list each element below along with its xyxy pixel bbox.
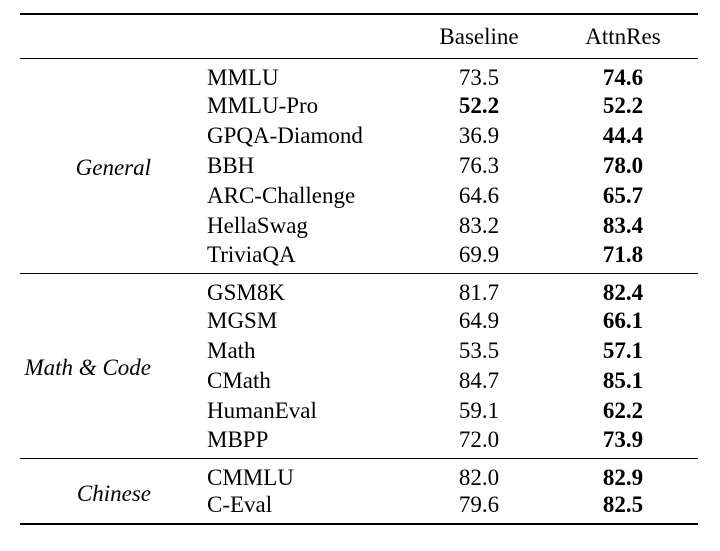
table-row: Math & Code GSM8K 81.7 82.4 (20, 273, 698, 381)
benchmark-name: ARC-Challenge (207, 183, 356, 209)
table-section-math-code: Math & Code GSM8K 81.7 82.4 MGSM 64.9 66.1 Math… (20, 273, 698, 458)
table-row: CMath 84.7 85.1 (20, 366, 698, 396)
benchmark-name: C-Eval (207, 492, 273, 518)
baseline-value: 83.2 (458, 213, 500, 239)
header-spacer-category (20, 14, 151, 58)
benchmark-name: GSM8K (207, 279, 285, 305)
attnres-value: 74.6 (602, 64, 644, 90)
table-row: ARC-Challenge 64.6 65.7 (20, 181, 698, 211)
benchmark-name: MGSM (207, 308, 278, 334)
table-row: MBPP 72.0 73.9 (20, 426, 698, 458)
attnres-value: 57.1 (602, 338, 644, 364)
table-section-general: General MMLU 73.5 74.6 MMLU-Pro 52.2 52.2 GPQA-… (20, 58, 698, 273)
baseline-value: 81.7 (458, 279, 500, 305)
baseline-value: 52.2 (458, 93, 500, 119)
attnres-value: 52.2 (602, 93, 644, 119)
baseline-value: 36.9 (458, 123, 500, 149)
table-row: Math 53.5 57.1 (20, 336, 698, 366)
attnres-value: 62.2 (602, 398, 644, 424)
benchmark-name: HellaSwag (207, 213, 308, 239)
baseline-value: 73.5 (458, 64, 500, 90)
table-header-row: Baseline AttnRes (20, 14, 698, 58)
attnres-value: 73.9 (602, 427, 644, 453)
category-label-math-code: Math & Code (24, 355, 152, 381)
benchmark-name: CMMLU (207, 464, 294, 490)
category-label-general: General (75, 155, 151, 181)
attnres-value: 65.7 (602, 183, 644, 209)
baseline-value: 76.3 (458, 153, 500, 179)
attnres-value: 82.4 (602, 279, 644, 305)
table-row: C-Eval 79.6 82.5 (20, 491, 698, 524)
benchmark-name: HumanEval (207, 398, 317, 424)
benchmark-name: MMLU (207, 64, 279, 90)
baseline-value: 64.9 (458, 308, 500, 334)
category-label-chinese: Chinese (76, 480, 151, 506)
column-header-attnres: AttnRes (585, 24, 661, 50)
table-row: MGSM 64.9 66.1 (20, 306, 698, 336)
baseline-value: 59.1 (458, 398, 500, 424)
baseline-value: 53.5 (458, 338, 500, 364)
benchmark-name: BBH (207, 153, 255, 179)
table-row: Chinese CMMLU 82.0 82.9 (20, 458, 698, 506)
header-spacer-benchmark (151, 14, 410, 58)
attnres-value: 85.1 (602, 368, 644, 394)
baseline-value: 72.0 (458, 427, 500, 453)
attnres-value: 82.5 (602, 492, 644, 518)
benchmark-name: CMath (207, 368, 271, 394)
table-section-chinese: Chinese CMMLU 82.0 82.9 C-Eval 79.6 82.5 (20, 458, 698, 524)
table-row: MMLU-Pro 52.2 52.2 (20, 91, 698, 121)
table-row: HellaSwag 83.2 83.4 (20, 211, 698, 241)
benchmark-name: MBPP (207, 427, 269, 453)
benchmark-name: GPQA-Diamond (207, 123, 363, 149)
baseline-value: 64.6 (458, 183, 500, 209)
table-row: HumanEval 59.1 62.2 (20, 396, 698, 426)
baseline-value: 69.9 (458, 242, 500, 268)
baseline-value: 82.0 (458, 464, 500, 490)
attnres-value: 82.9 (602, 464, 644, 490)
attnres-value: 83.4 (602, 213, 644, 239)
table-row: GPQA-Diamond 36.9 44.4 (20, 121, 698, 151)
benchmark-name: MMLU-Pro (207, 93, 319, 119)
benchmark-results-table: Baseline AttnRes General MMLU 73.5 74.6 MMLU… (20, 13, 698, 526)
table-header: Baseline AttnRes (20, 14, 698, 58)
benchmark-name: TriviaQA (207, 242, 296, 268)
benchmark-name: Math (207, 338, 256, 364)
attnres-value: 78.0 (602, 153, 644, 179)
column-header-baseline: Baseline (439, 24, 519, 50)
baseline-value: 79.6 (458, 492, 500, 518)
table-row: General MMLU 73.5 74.6 (20, 58, 698, 181)
attnres-value: 66.1 (602, 308, 644, 334)
attnres-value: 71.8 (602, 242, 644, 268)
table-row: TriviaQA 69.9 71.8 (20, 241, 698, 273)
baseline-value: 84.7 (458, 368, 500, 394)
attnres-value: 44.4 (602, 123, 644, 149)
table-row: BBH 76.3 78.0 (20, 151, 698, 181)
